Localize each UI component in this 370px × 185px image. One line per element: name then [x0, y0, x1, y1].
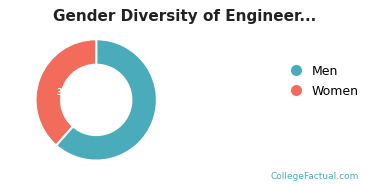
Legend: Men, Women: Men, Women: [284, 60, 364, 103]
Text: 38.5%: 38.5%: [56, 88, 85, 97]
Wedge shape: [36, 39, 96, 145]
Wedge shape: [56, 39, 157, 161]
Text: 61.5%: 61.5%: [95, 103, 124, 112]
Text: Gender Diversity of Engineer...: Gender Diversity of Engineer...: [53, 9, 317, 24]
Text: CollegeFactual.com: CollegeFactual.com: [270, 172, 359, 181]
